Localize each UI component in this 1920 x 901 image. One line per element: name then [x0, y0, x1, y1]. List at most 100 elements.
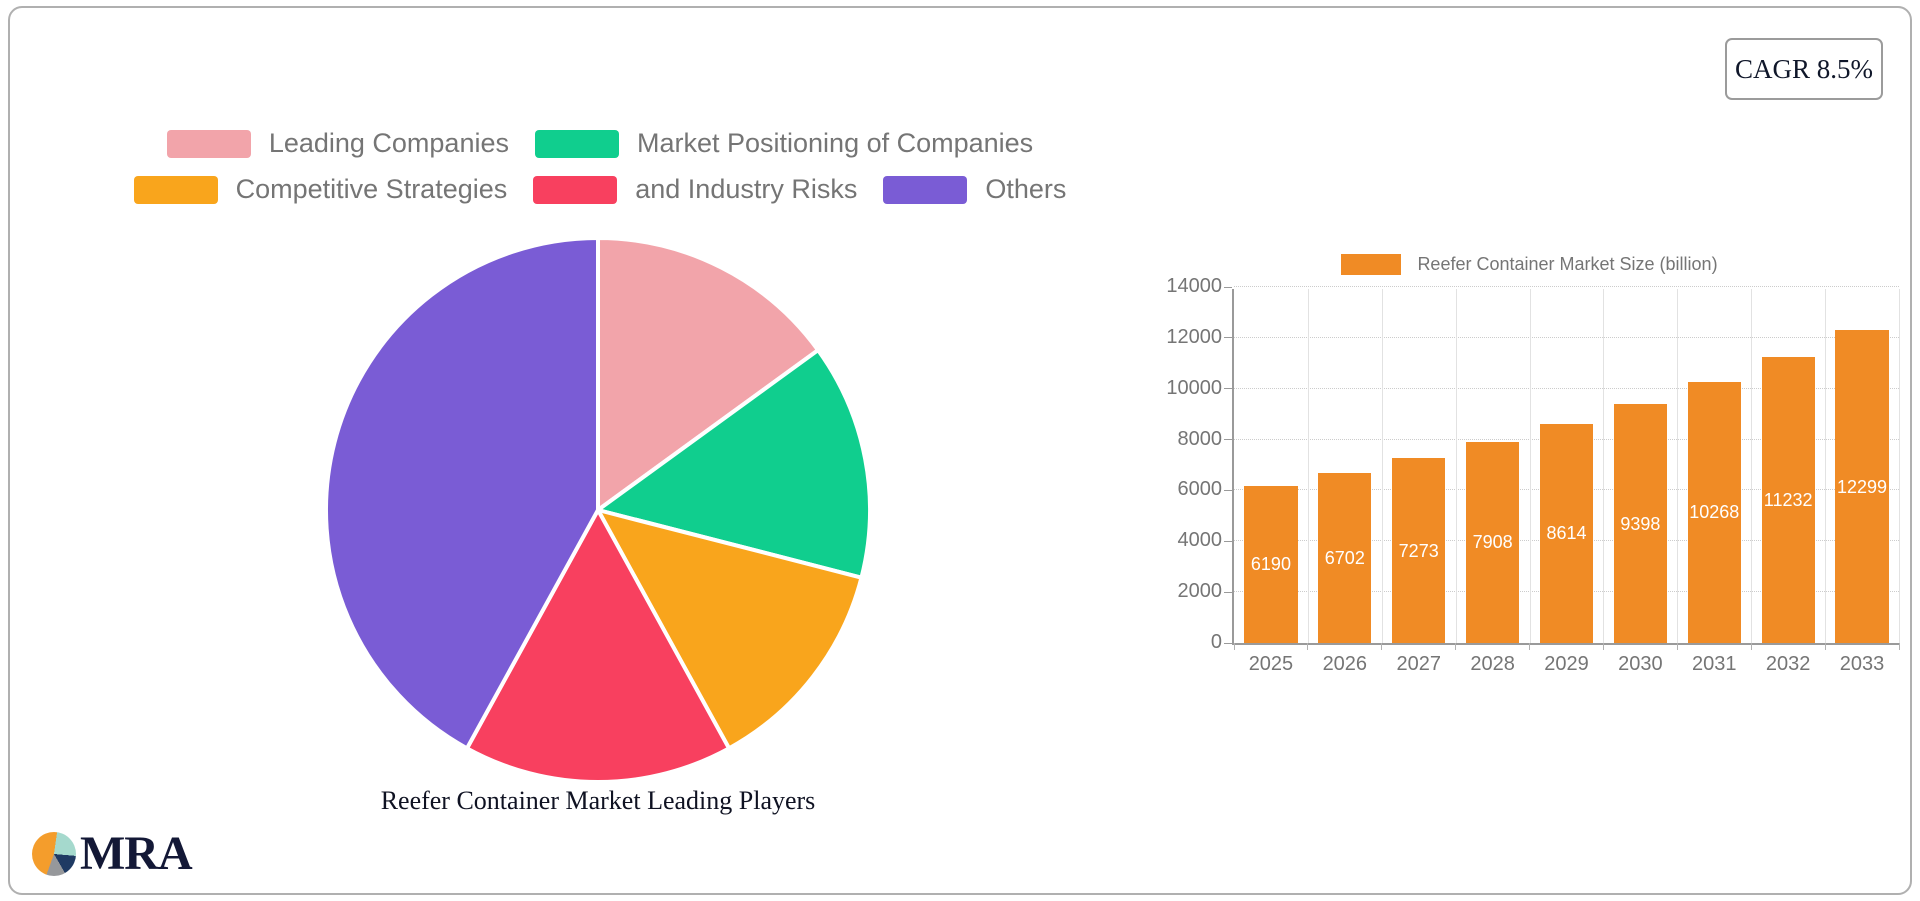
x-axis-tick	[1824, 643, 1826, 650]
bar-column-2026: 6702 2026	[1308, 289, 1382, 675]
pie-legend: Leading Companies Market Positioning of …	[105, 128, 1095, 220]
y-axis-label: 8000	[1177, 427, 1223, 450]
y-axis-tick	[1224, 388, 1232, 390]
y-axis-tick	[1224, 337, 1232, 339]
pie-slice-0	[596, 236, 821, 512]
gridline-horizontal	[1234, 387, 1899, 389]
bar-column-2028: 7908 2028	[1456, 289, 1530, 675]
mra-logo-text: MRA	[80, 827, 193, 880]
gridline-vertical	[1455, 289, 1457, 643]
x-axis-tick	[1529, 643, 1531, 650]
bar-value-label: 7908	[1472, 532, 1513, 553]
bar-2028	[1465, 441, 1520, 643]
bar-column-2032: 11232 2032	[1751, 289, 1825, 675]
y-axis-label: 10000	[1166, 376, 1222, 399]
bar-column-2029: 8614 2029	[1530, 289, 1604, 675]
gridline-vertical	[1603, 289, 1605, 643]
x-axis-label: 2026	[1322, 653, 1368, 675]
gridline-horizontal	[1234, 336, 1899, 338]
bar-column-2030: 9398 2030	[1603, 289, 1677, 675]
bar-2030	[1613, 404, 1667, 643]
legend-item-market-positioning: Market Positioning of Companies	[534, 128, 1034, 159]
legend-item-others: Others	[883, 174, 1066, 205]
legend-item-industry-risks: and Industry Risks	[533, 174, 857, 205]
bar-2033	[1835, 330, 1889, 643]
gridline-vertical	[1751, 289, 1753, 643]
legend-label: Others	[985, 174, 1067, 204]
pie-slice-1	[596, 348, 872, 580]
pie-slice-4	[324, 236, 600, 751]
x-axis-label: 2032	[1765, 653, 1811, 675]
x-axis-tick	[1602, 643, 1604, 650]
legend-item-leading-companies: Leading Companies	[166, 128, 509, 159]
x-axis-label: 2029	[1544, 653, 1589, 675]
gridline-vertical	[1381, 289, 1383, 643]
mra-logo-pie-icon	[32, 832, 76, 876]
pie-chart	[324, 236, 872, 785]
bar-value-label: 11232	[1763, 490, 1813, 511]
bar-chart: Reefer Container Market Size (billion) 0…	[1142, 254, 1917, 675]
x-axis-tick	[1898, 643, 1900, 650]
x-axis-tick	[1307, 643, 1309, 650]
bar-2032	[1761, 357, 1815, 643]
bar-2027	[1392, 458, 1446, 643]
y-axis-tick	[1224, 642, 1232, 644]
y-axis-label: 4000	[1177, 529, 1223, 552]
mra-logo: MRA	[32, 827, 193, 880]
pie-legend-row-1: Leading Companies Market Positioning of …	[105, 128, 1095, 159]
bar-column-2027: 7273 2027	[1382, 289, 1456, 675]
y-axis-label: 14000	[1166, 275, 1222, 297]
bar-legend-swatch-icon	[1341, 254, 1402, 275]
pie-chart-title: Reefer Container Market Leading Players	[380, 786, 816, 815]
report-card: CAGR 8.5% Leading Companies Market Posit…	[8, 6, 1912, 895]
bar-column-2031: 10268 2031	[1677, 289, 1751, 675]
gridline-vertical	[1825, 289, 1827, 643]
y-axis-label: 0	[1210, 631, 1222, 653]
y-axis-label: 2000	[1177, 580, 1223, 603]
legend-label: and Industry Risks	[635, 174, 858, 204]
legend-swatch-icon	[883, 175, 968, 204]
legend-label: Competitive Strategies	[235, 174, 508, 204]
legend-swatch-icon	[166, 129, 251, 158]
x-axis-label: 2027	[1396, 653, 1441, 675]
x-axis-tick	[1750, 643, 1752, 650]
bar-chart-plot-area: 0 2000 4000 6000 8000 10000 12000 14000 6190 2025…	[1166, 275, 1900, 675]
bar-chart-legend: Reefer Container Market Size (billion)	[1142, 254, 1917, 275]
bar-value-label: 6702	[1324, 547, 1365, 568]
x-axis-label: 2025	[1248, 653, 1294, 675]
pie-legend-row-2: Competitive Strategies and Industry Risk…	[105, 174, 1095, 205]
bar-value-label: 6190	[1250, 554, 1291, 575]
x-axis-label: 2031	[1692, 653, 1737, 675]
bar-column-2033: 12299 2033	[1825, 289, 1899, 675]
x-axis-tick	[1676, 643, 1678, 650]
legend-swatch-icon	[533, 175, 618, 204]
bar-legend-label: Reefer Container Market Size (billion)	[1417, 254, 1718, 274]
bar-value-label: 9398	[1620, 513, 1661, 534]
x-axis-tick	[1233, 643, 1235, 650]
legend-label: Market Positioning of Companies	[636, 128, 1034, 158]
x-axis-label: 2033	[1839, 653, 1885, 675]
y-axis-label: 12000	[1166, 325, 1222, 348]
legend-swatch-icon	[534, 129, 619, 158]
bar-2025	[1244, 485, 1298, 643]
y-axis-tick	[1224, 439, 1232, 441]
y-axis-label: 6000	[1177, 478, 1223, 501]
legend-label: Leading Companies	[268, 128, 509, 158]
cagr-label: CAGR 8.5%	[1734, 53, 1873, 84]
y-axis-tick	[1224, 489, 1232, 491]
bar-2029	[1539, 423, 1594, 643]
bar-value-label: 8614	[1546, 523, 1587, 544]
x-axis-label: 2030	[1618, 653, 1663, 675]
gridline-vertical	[1529, 289, 1531, 643]
gridline-vertical	[1899, 289, 1900, 643]
gridline-vertical	[1307, 289, 1309, 643]
gridline-vertical	[1677, 289, 1679, 643]
legend-item-competitive-strategies: Competitive Strategies	[133, 174, 508, 205]
x-axis-tick	[1381, 643, 1383, 650]
bar-2026	[1318, 472, 1372, 643]
legend-swatch-icon	[133, 175, 218, 204]
bar-column-2025: 6190 2025	[1234, 289, 1308, 675]
cagr-badge: CAGR 8.5%	[1725, 38, 1883, 100]
pie-slice-3	[464, 508, 732, 785]
x-axis-tick	[1455, 643, 1457, 650]
